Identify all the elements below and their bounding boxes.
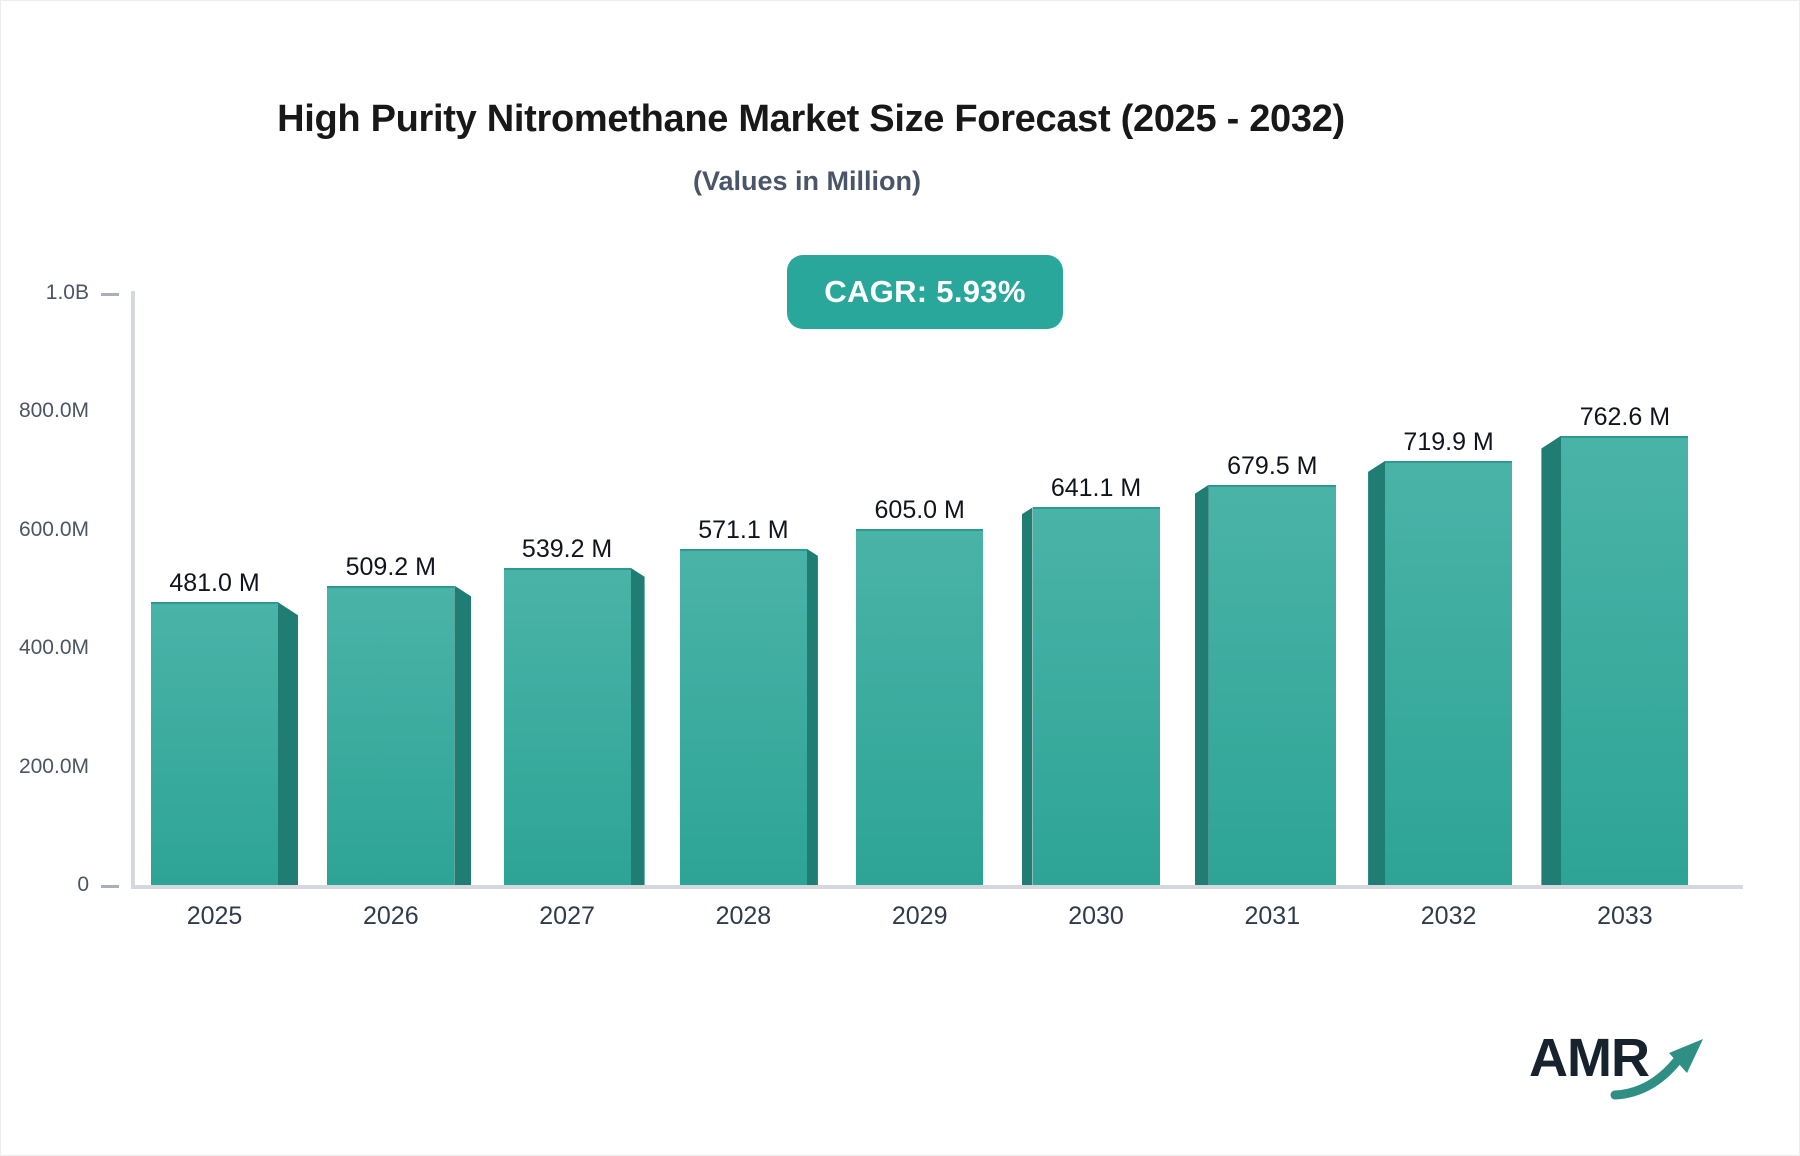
y-axis-tick-label: 800.0M	[18, 399, 89, 423]
bar-value-label: 605.0 M	[874, 495, 965, 524]
y-axis-tick-label: 0	[77, 873, 89, 896]
x-axis-year-label: 2026	[362, 902, 419, 930]
bar-value-label: 679.5 M	[1227, 451, 1318, 480]
bar-2033	[1561, 435, 1689, 887]
bar-value-label: 641.1 M	[1050, 474, 1142, 503]
bar-2025	[151, 602, 278, 887]
x-axis-year-label: 2027	[539, 902, 595, 930]
y-axis-tick-mark	[101, 293, 119, 296]
cagr-badge-label: CAGR: 5.93%	[824, 274, 1026, 309]
bar-2031	[1208, 484, 1336, 887]
bar-side-face	[1368, 460, 1386, 887]
y-axis-tick-mark	[101, 885, 119, 888]
bar-value-label: 571.1 M	[698, 515, 789, 544]
chart-subtitle: (Values in Million)	[692, 166, 922, 196]
bar-value-label: 481.0 M	[169, 569, 260, 598]
bar-value-label: 539.2 M	[521, 534, 613, 563]
bar-2029	[856, 528, 984, 887]
x-axis-year-label: 2033	[1597, 902, 1653, 930]
cagr-badge: CAGR: 5.93%	[787, 255, 1063, 329]
bar-side-face	[1021, 507, 1033, 887]
bar-side-face	[1541, 435, 1562, 887]
bar-2027	[503, 567, 631, 887]
y-axis-tick-label: 200.0M	[18, 754, 89, 778]
bar-2026	[327, 585, 455, 887]
y-axis-tick-label: 1.0B	[45, 281, 89, 304]
bar-2028	[679, 548, 807, 887]
amr-logo: AMR	[1529, 1031, 1719, 1121]
x-axis-year-label: 2029	[891, 902, 948, 930]
bar-value-label: 762.6 M	[1579, 402, 1671, 431]
bar-side-face	[630, 567, 645, 887]
bar-2030	[1032, 507, 1160, 887]
bar-side-face	[278, 602, 298, 887]
x-axis-year-label: 2025	[186, 902, 243, 930]
bar-side-face	[1194, 484, 1209, 887]
bar-2032	[1385, 460, 1513, 887]
y-axis-tick-label: 600.0M	[18, 517, 89, 541]
x-axis-year-label: 2032	[1420, 902, 1477, 930]
bar-side-face	[806, 548, 818, 887]
y-axis-line	[131, 291, 135, 888]
x-axis-year-label: 2030	[1068, 902, 1124, 930]
bar-value-label: 509.2 M	[345, 552, 436, 581]
x-axis-year-label: 2028	[715, 902, 772, 930]
bar-value-label: 719.9 M	[1403, 427, 1494, 456]
chart-title: High Purity Nitromethane Market Size For…	[277, 98, 1345, 140]
amr-logo-text: AMR	[1529, 1028, 1650, 1088]
y-axis-tick-label: 400.0M	[18, 636, 89, 660]
x-axis-line	[131, 885, 1743, 889]
x-axis-year-label: 2031	[1244, 902, 1301, 930]
trend-arrow-icon	[1610, 1039, 1703, 1100]
bar-side-face	[454, 585, 472, 887]
